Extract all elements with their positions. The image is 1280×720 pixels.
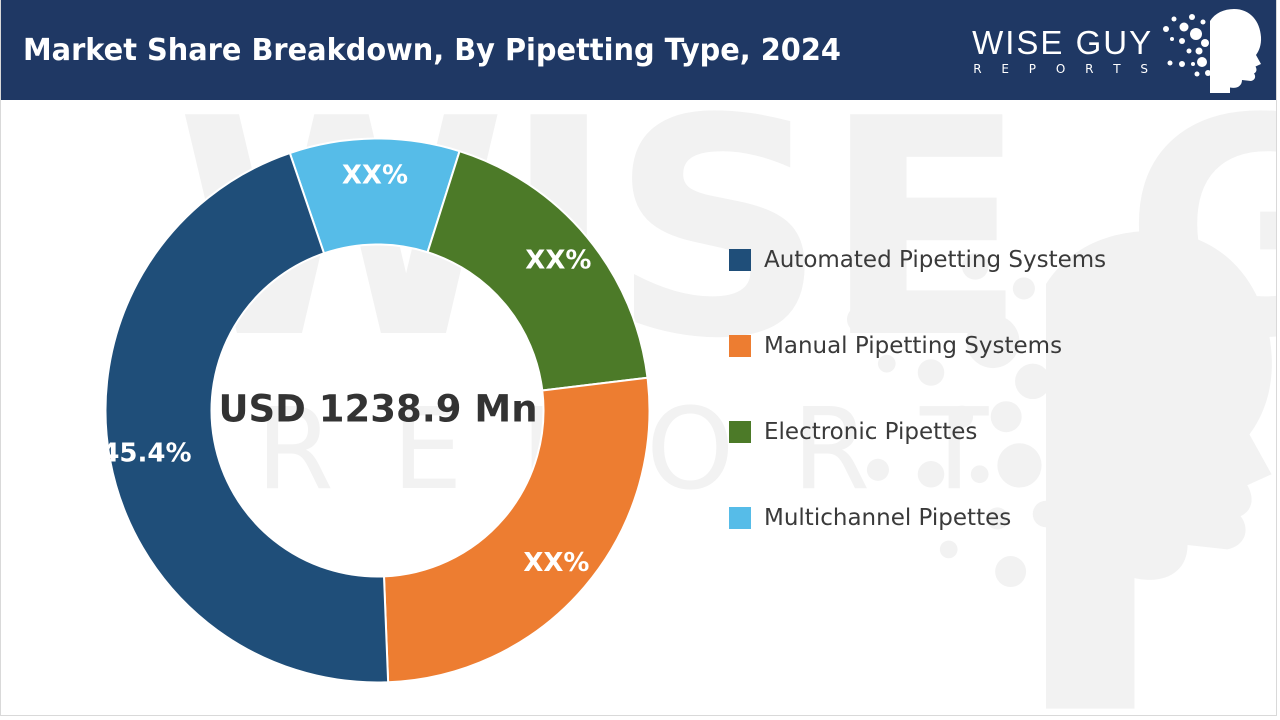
logo-text: WISE GUY R E P O R T S (969, 26, 1156, 75)
donut-chart: XX% XX% XX% 45.4% (101, 137, 651, 684)
legend-item-automated-pipetting-systems: Automated Pipetting Systems (729, 247, 1106, 273)
header-bar: Market Share Breakdown, By Pipetting Typ… (1, 0, 1276, 100)
legend: Automated Pipetting Systems Manual Pipett… (729, 247, 1106, 531)
slice-label: XX% (525, 245, 591, 275)
legend-swatch (729, 507, 751, 529)
legend-swatch (729, 421, 751, 443)
pie-slice-electronic-pipettes (426, 150, 649, 392)
pie-slice-automated-pipetting-systems (104, 152, 390, 684)
watermark-face-icon (846, 230, 1272, 709)
legend-label: Multichannel Pipettes (764, 505, 1012, 531)
watermark-subtext: REPORTS (256, 385, 1176, 515)
legend-label: Manual Pipetting Systems (764, 333, 1063, 359)
logo-wordmark: WISE GUY (972, 23, 1154, 61)
legend-label: Automated Pipetting Systems (764, 247, 1107, 273)
legend-swatch (729, 335, 751, 357)
legend-item-multichannel-pipettes: Multichannel Pipettes (729, 505, 1106, 531)
legend-item-manual-pipetting-systems: Manual Pipetting Systems (729, 333, 1106, 359)
slice-label: XX% (523, 548, 589, 578)
slice-label: XX% (342, 161, 408, 191)
legend-label: Electronic Pipettes (764, 419, 978, 445)
brand-logo: WISE GUY R E P O R T S (969, 7, 1262, 93)
chart-center-value: USD 1238.9 Mn (218, 387, 538, 431)
chart-area: WISE GUY REPORTS XX%XX%XX%45.4% USD 1238… (1, 100, 1276, 715)
legend-item-electronic-pipettes: Electronic Pipettes (729, 419, 1106, 445)
page-title: Market Share Breakdown, By Pipetting Typ… (23, 32, 841, 68)
pie-slice-manual-pipetting-systems (382, 376, 651, 684)
logo-face-icon (1163, 9, 1262, 93)
legend-swatch (729, 249, 751, 271)
slice-label: 45.4% (101, 438, 191, 468)
logo-subtext: R E P O R T S (973, 61, 1156, 76)
